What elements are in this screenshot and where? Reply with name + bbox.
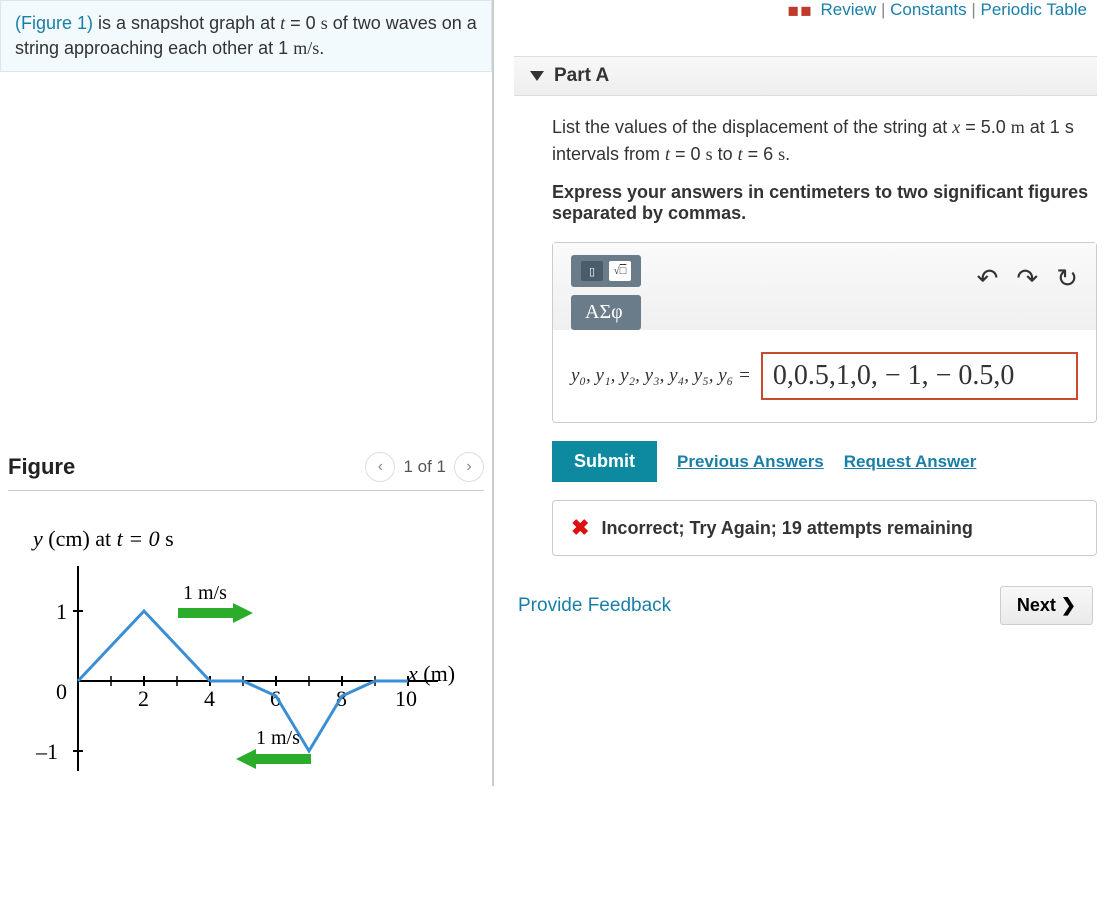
intro-eq: t xyxy=(280,13,285,33)
review-link[interactable]: Review xyxy=(820,0,876,19)
submit-button[interactable]: Submit xyxy=(552,441,657,482)
pager-prev-button[interactable]: ‹ xyxy=(365,452,395,482)
rect-tool-icon[interactable]: ▯ xyxy=(581,261,603,281)
x-axis-label: x (m) xyxy=(407,661,455,686)
incorrect-icon: ✖ xyxy=(571,515,589,541)
pager-next-button[interactable]: › xyxy=(454,452,484,482)
y-tick-0: 0 xyxy=(56,679,67,704)
top-links: ◼ ◼ Review | Constants | Periodic Table xyxy=(514,0,1097,26)
figure-pager: ‹ 1 of 1 › xyxy=(365,452,484,482)
format-toolbar: ▯ √□ xyxy=(571,255,641,287)
status-text: Incorrect; Try Again; 19 attempts remain… xyxy=(601,518,972,539)
greek-symbols-button[interactable]: ΑΣφ xyxy=(571,295,641,330)
part-a-header[interactable]: Part A xyxy=(514,56,1097,96)
y-tick-1: 1 xyxy=(56,599,67,624)
wave-1 xyxy=(78,611,210,681)
problem-intro: (Figure 1) is a snapshot graph at t = 0 … xyxy=(0,0,492,72)
request-answer-link[interactable]: Request Answer xyxy=(844,452,977,472)
svg-text:6: 6 xyxy=(270,686,281,711)
wave1-speed-label: 1 m/s xyxy=(183,582,227,604)
svg-text:2: 2 xyxy=(138,686,149,711)
review-icon: ◼ ◼ xyxy=(787,2,811,18)
periodic-link[interactable]: Periodic Table xyxy=(981,0,1087,19)
figure-title: Figure xyxy=(8,454,75,480)
constants-link[interactable]: Constants xyxy=(890,0,967,19)
caret-down-icon xyxy=(530,71,544,81)
svg-text:4: 4 xyxy=(204,686,215,711)
intro-unit: m/s xyxy=(293,38,319,58)
redo-button[interactable]: ↷ xyxy=(1016,263,1038,294)
provide-feedback-link[interactable]: Provide Feedback xyxy=(518,595,671,617)
next-button[interactable]: Next ❯ xyxy=(1000,586,1093,625)
y-tick-neg1: –1 xyxy=(35,739,58,764)
wave2-speed-label: 1 m/s xyxy=(256,727,300,749)
intro-end: . xyxy=(319,38,324,58)
part-label: Part A xyxy=(554,65,609,87)
intro-text: is a snapshot graph at xyxy=(93,13,280,33)
figure-chart: y (cm) at t = 0 s 1 –1 0 2 xyxy=(8,521,484,786)
instruction-text: Express your answers in centimeters to t… xyxy=(552,182,1097,224)
pager-label: 1 of 1 xyxy=(403,457,446,477)
previous-answers-link[interactable]: Previous Answers xyxy=(677,452,824,472)
status-message: ✖ Incorrect; Try Again; 19 attempts rema… xyxy=(552,500,1097,556)
figure-reference-link[interactable]: (Figure 1) xyxy=(15,13,93,33)
wave-2 xyxy=(210,681,408,751)
y-axis-label: y (cm) at t = 0 s xyxy=(31,526,174,551)
variables-label: y₀, y₁, y₂, y₃, y₄, y₅, y₆ = xyxy=(571,365,751,387)
answer-input[interactable]: 0,0.5,1,0, − 1, − 0.5,0 xyxy=(761,352,1078,400)
svg-text:10: 10 xyxy=(395,686,417,711)
fraction-tool-icon[interactable]: √□ xyxy=(609,261,631,281)
undo-button[interactable]: ↶ xyxy=(977,263,999,294)
answer-panel: ▯ √□ ΑΣφ ↶ ↷ ↻ y₀, y₁, y₂, y₃, y₄, y₅, y… xyxy=(552,242,1097,423)
question-text: List the values of the displacement of t… xyxy=(552,114,1097,168)
reset-button[interactable]: ↻ xyxy=(1056,263,1078,294)
